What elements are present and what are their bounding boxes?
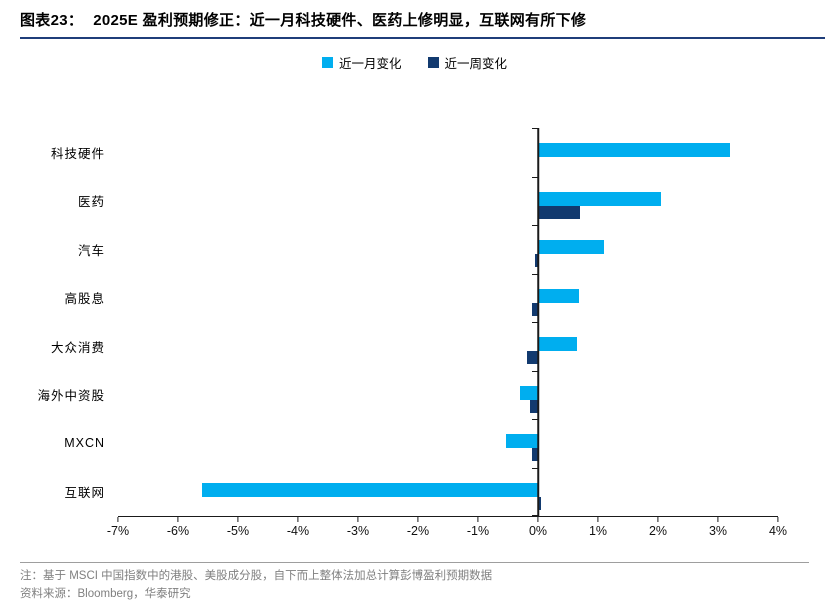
zero-axis-tick (532, 467, 538, 469)
week-change-bar (538, 496, 541, 510)
category-label: 高股息 (64, 292, 105, 307)
x-axis-tick (717, 517, 719, 522)
bar-row (118, 419, 778, 468)
x-tick-label: -5% (226, 524, 250, 538)
week-change-bar (532, 302, 538, 316)
x-tick-label: -1% (466, 524, 490, 538)
legend-label-week: 近一周变化 (444, 57, 508, 71)
month-change-bar (202, 482, 538, 497)
week-change-bar (538, 205, 580, 219)
figure-title-text: 2025E 盈利预期修正：近一月科技硬件、医药上修明显，互联网有所下修 (93, 12, 587, 29)
zero-axis-tick (532, 515, 538, 517)
month-change-bar (538, 191, 661, 206)
week-change-bar (532, 448, 538, 461)
figure-footer: 注：基于 MSCI 中国指数中的港股、美股成分股，自下而上整体法加总计算彭博盈利… (20, 562, 809, 604)
chart-legend: 近一月变化 近一周变化 (0, 53, 829, 72)
x-tick-label: 0% (528, 524, 548, 538)
month-series-swatch-icon (321, 57, 333, 68)
legend-item-month: 近一月变化 (321, 53, 402, 72)
month-change-bar (538, 337, 577, 351)
month-change-bar (506, 434, 538, 448)
month-change-bar (520, 385, 538, 400)
category-label: 医药 (77, 195, 105, 210)
category-label: 科技硬件 (50, 146, 105, 161)
legend-label-month: 近一月变化 (338, 57, 402, 71)
zero-axis-tick (532, 273, 538, 275)
x-axis-tick (357, 517, 359, 522)
week-change-bar (527, 351, 538, 364)
zero-axis-tick (532, 225, 538, 227)
x-axis-tick (657, 517, 659, 522)
category-labels: 科技硬件医药汽车高股息大众消费海外中资股 MXCN 互联网 (20, 128, 105, 517)
bar-row (118, 322, 778, 371)
x-axis-tick (117, 517, 119, 522)
x-axis-tick (597, 517, 599, 522)
x-axis-tick (237, 517, 239, 522)
bar-row (118, 225, 778, 274)
bar-row (118, 274, 778, 323)
bar-row (118, 371, 778, 420)
category-label: 大众消费 (50, 340, 105, 355)
x-axis-tick (297, 517, 299, 522)
footnote: 注：基于 MSCI 中国指数中的港股、美股成分股，自下而上整体法加总计算彭博盈利… (20, 570, 493, 582)
category-label: 互联网 (64, 486, 105, 501)
data-source: 资料来源：Bloomberg，华泰研究 (20, 588, 191, 601)
plot-rows: -7% -6% -5% -4% -3% -2% -1% 0% 1% 2% 3% 4% (107, 128, 787, 538)
zero-axis-tick (532, 419, 538, 421)
figure-title: 图表23： 2025E 盈利预期修正：近一月科技硬件、医药上修明显，互联网有所下修 (20, 0, 825, 39)
month-change-bar (538, 240, 604, 254)
x-tick-label: -3% (346, 524, 370, 538)
x-tick-label: -7% (106, 524, 130, 538)
x-tick-label: -4% (286, 524, 310, 538)
x-tick-label: -2% (406, 524, 430, 538)
x-axis-tick (777, 517, 779, 522)
x-tick-label: 4% (768, 524, 788, 538)
x-tick-label: 3% (708, 524, 728, 538)
category-label: 海外中资股 (37, 389, 105, 404)
x-axis: -7% -6% -5% -4% -3% -2% -1% 0% 1% 2% 3% 4% (107, 516, 787, 542)
week-change-bar (530, 399, 538, 413)
x-tick-label: 2% (648, 524, 668, 538)
week-change-bar (535, 254, 538, 267)
zero-axis-tick (532, 322, 538, 324)
category-label: 汽车 (77, 243, 105, 258)
zero-axis-tick (532, 128, 538, 130)
figure-number-label: 图表23： (20, 12, 84, 29)
x-axis-tick (177, 517, 179, 522)
bar-row (118, 128, 778, 177)
x-tick-label: -6% (166, 524, 190, 538)
x-axis-tick (417, 517, 419, 522)
category-label: MXCN (64, 436, 105, 451)
zero-axis-line (537, 128, 539, 516)
x-axis-tick (477, 517, 479, 522)
month-change-bar (538, 288, 579, 303)
x-axis-tick (537, 517, 539, 522)
zero-axis-tick (532, 370, 538, 372)
bar-chart: 科技硬件医药汽车高股息大众消费海外中资股 MXCN 互联网 -7% -6% -5% -4%… (0, 128, 829, 538)
bar-row (118, 177, 778, 226)
month-change-bar (538, 143, 730, 157)
legend-item-week: 近一周变化 (427, 53, 508, 72)
bar-row (118, 468, 778, 517)
x-tick-label: 1% (588, 524, 608, 538)
zero-axis-tick (532, 176, 538, 178)
week-series-swatch-icon (427, 57, 439, 68)
